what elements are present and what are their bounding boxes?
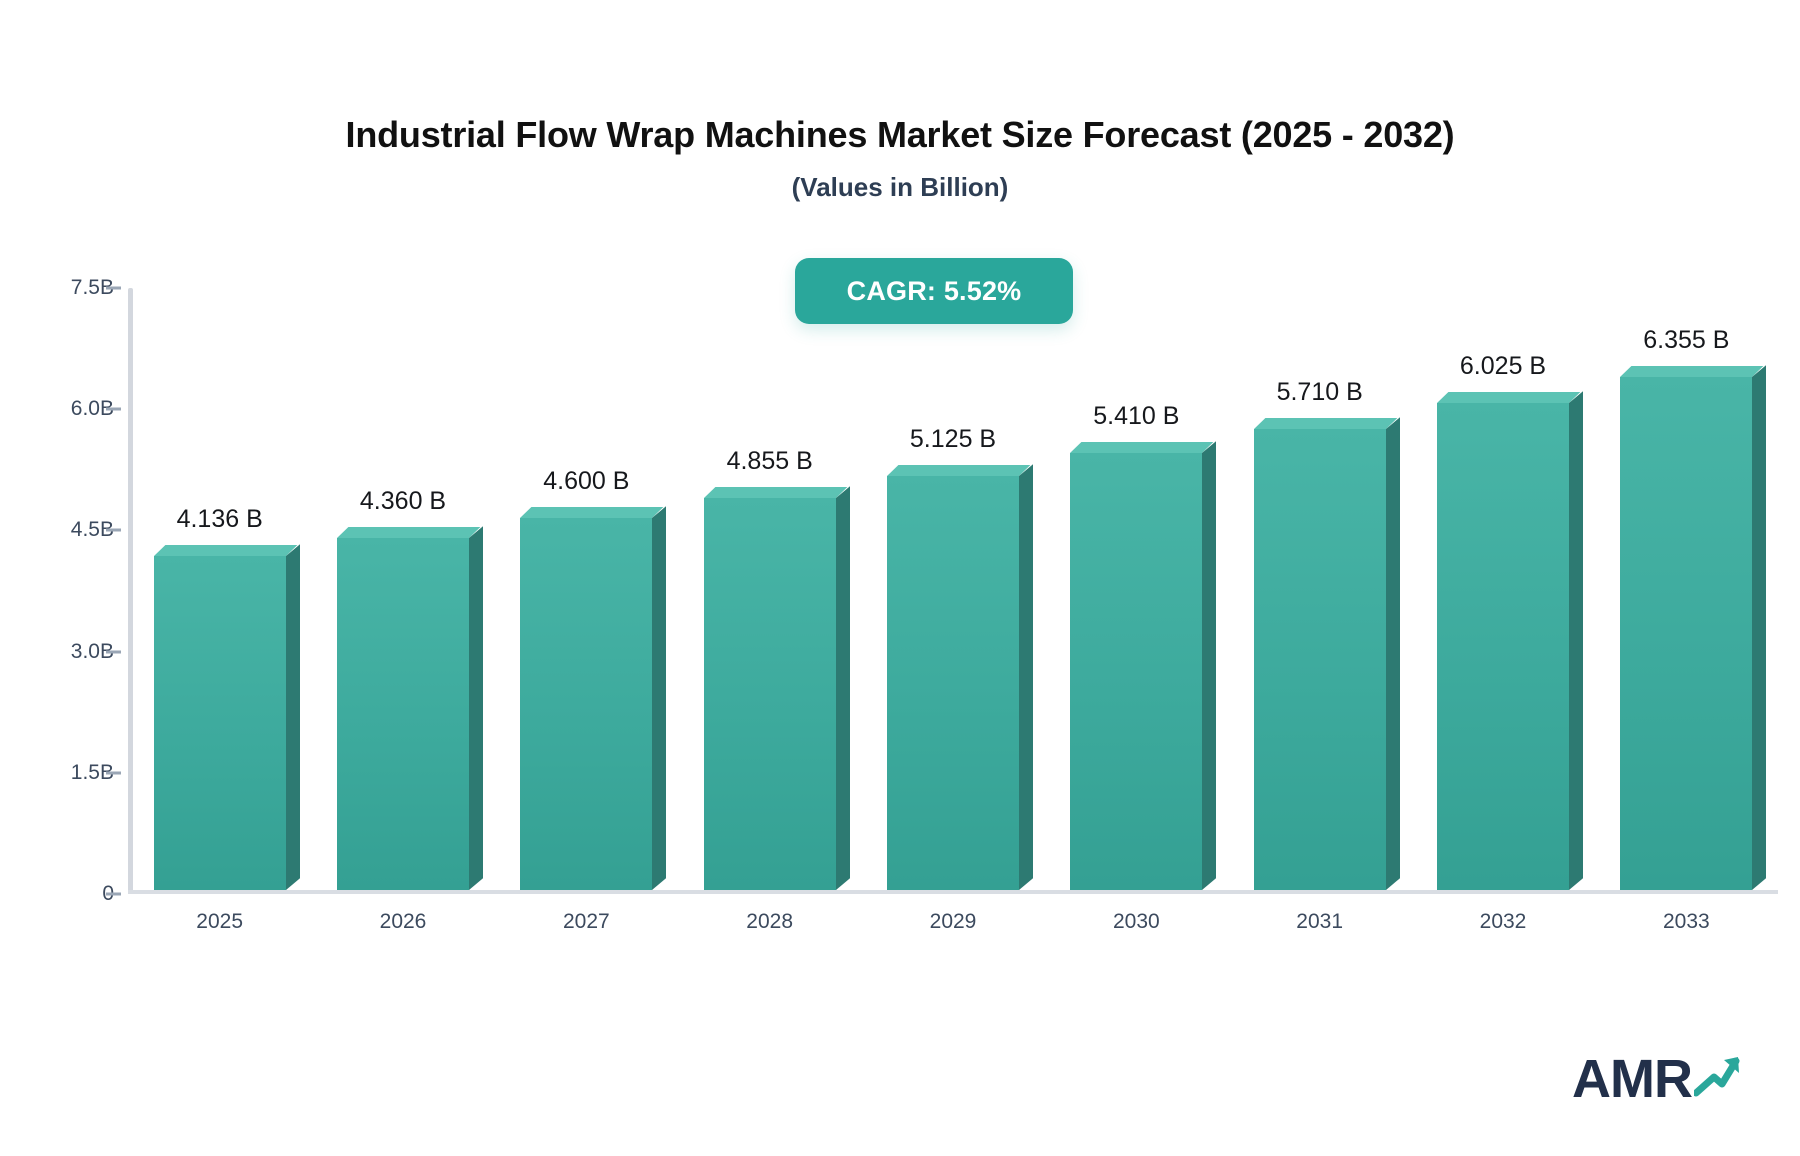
bar-top-face <box>703 486 848 498</box>
y-axis-tick-mark <box>106 650 121 654</box>
bar: 4.360 B <box>337 487 483 890</box>
x-axis-tick-label: 2026 <box>379 910 427 933</box>
bar: 6.355 B <box>1620 326 1767 891</box>
page-title: Industrial Flow Wrap Machines Market Siz… <box>345 114 1455 155</box>
y-axis-tick-mark <box>106 528 121 532</box>
bar: 4.136 B <box>153 505 300 890</box>
y-axis-tick-label: 4.5B <box>70 518 114 542</box>
amr-logo: AMR <box>1572 1052 1740 1106</box>
y-axis-tick-mark <box>106 407 121 411</box>
bar-value-label: 6.355 B <box>1643 325 1730 354</box>
bar-value-label: 4.855 B <box>726 446 813 475</box>
bar-front-face <box>1620 376 1753 890</box>
x-axis-tick-label: 2031 <box>1296 910 1344 933</box>
bar: 6.025 B <box>1437 352 1583 890</box>
bar-front-face <box>887 475 1019 890</box>
bar-front-face <box>153 555 286 890</box>
bar-top-face <box>1620 365 1764 377</box>
bar: 5.410 B <box>1070 402 1217 890</box>
bar: 5.125 B <box>887 425 1033 890</box>
bar-value-label: 5.710 B <box>1276 377 1363 406</box>
x-axis-tick-label: 2029 <box>929 910 977 933</box>
bar-value-label: 6.025 B <box>1459 352 1547 381</box>
bar-value-label: 4.136 B <box>176 504 263 533</box>
x-axis-tick-label: 2027 <box>562 910 610 933</box>
x-axis-tick-label: 2028 <box>746 910 794 933</box>
bar-top-face <box>153 544 298 556</box>
bar-top-face <box>1070 441 1214 453</box>
y-axis-tick-mark <box>106 771 121 775</box>
y-axis-tick-mark <box>106 892 121 896</box>
bar: 5.710 B <box>1253 378 1400 890</box>
y-axis-line <box>128 288 133 894</box>
bar-top-face <box>1437 392 1581 404</box>
bar-front-face <box>1437 403 1569 890</box>
y-axis-tick-label: 3.0B <box>70 639 114 663</box>
bar-front-face <box>337 537 469 890</box>
bar-value-label: 4.360 B <box>359 486 447 515</box>
bar-side-face <box>285 544 300 890</box>
bar-front-face <box>1070 452 1203 890</box>
bar-front-face <box>520 518 653 890</box>
x-axis-tick-label: 2030 <box>1112 910 1160 933</box>
bar-side-face <box>1202 441 1217 890</box>
bar-top-face <box>520 507 664 519</box>
cagr-badge: CAGR: 5.52% <box>795 258 1073 324</box>
y-axis-tick-label: 1.5B <box>70 760 114 784</box>
x-axis-tick-label: 2033 <box>1662 910 1710 933</box>
bar-side-face <box>1019 464 1033 890</box>
bar-top-face <box>337 526 481 538</box>
bar-side-face <box>1752 364 1767 891</box>
chart-subtitle: (Values in Billion) <box>791 172 1009 202</box>
bar-side-face <box>835 485 850 890</box>
bar-side-face <box>652 506 667 890</box>
bar-value-label: 5.125 B <box>909 424 997 453</box>
cagr-badge-label: CAGR: 5.52% <box>846 275 1022 306</box>
bar-value-label: 5.410 B <box>1093 401 1180 430</box>
y-axis-tick-label: 7.5B <box>70 276 114 299</box>
x-axis-tick-label: 2032 <box>1479 910 1527 933</box>
bar-top-face <box>887 464 1031 476</box>
bar-top-face <box>1253 417 1398 429</box>
plot-area: 01.5B3.0B4.5B6.0B7.5B 4.136 B4.360 B4.60… <box>71 276 1778 933</box>
amr-logo-text: AMR <box>1572 1049 1693 1109</box>
growth-arrow-icon <box>1692 1053 1740 1102</box>
bar-side-face <box>469 525 483 890</box>
bar-value-label: 4.600 B <box>543 467 630 496</box>
bar-side-face <box>1569 391 1583 890</box>
bar-side-face <box>1385 416 1400 890</box>
x-axis-tick-label: 2025 <box>196 910 244 933</box>
bar: 4.855 B <box>703 447 850 890</box>
bar-front-face <box>703 497 836 890</box>
y-axis-tick-mark <box>106 286 121 290</box>
x-axis-line <box>128 890 1778 894</box>
y-axis-tick-label: 6.0B <box>70 397 114 421</box>
bar: 4.600 B <box>520 467 667 890</box>
bar-front-face <box>1253 428 1386 890</box>
